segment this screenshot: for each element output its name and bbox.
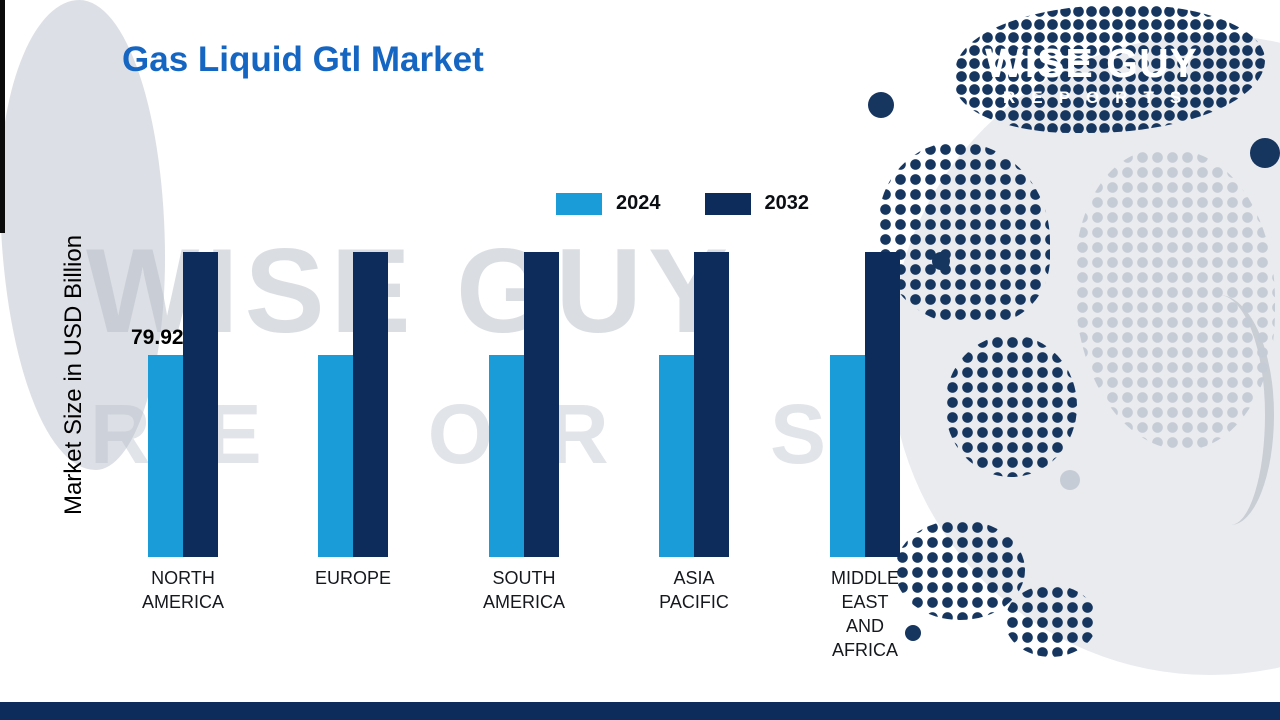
y-axis-label: Market Size in USD Billion bbox=[60, 234, 87, 516]
bar-middle-east-and-africa-2024 bbox=[830, 355, 865, 557]
bar-group-asia-pacific bbox=[659, 251, 729, 557]
bar-group-middle-east-and-africa bbox=[830, 251, 900, 557]
dot bbox=[1060, 470, 1080, 490]
bar-group-europe bbox=[318, 251, 388, 557]
bar-south-america-2032 bbox=[524, 251, 559, 557]
bar-group-south-america bbox=[489, 251, 559, 557]
legend-item-2032: 2032 bbox=[704, 192, 810, 215]
dots-blob bbox=[878, 142, 1050, 324]
dot bbox=[905, 625, 921, 641]
bar-middle-east-and-africa-2032 bbox=[865, 251, 900, 557]
bar-asia-pacific-2032 bbox=[694, 251, 729, 557]
dots-blob bbox=[945, 335, 1077, 477]
bar-asia-pacific-2024 bbox=[659, 355, 694, 557]
category-label-europe: EUROPE bbox=[314, 568, 392, 588]
dots-blob bbox=[1075, 150, 1275, 450]
footer-stripe bbox=[0, 702, 1280, 720]
bar-north-america-2024 bbox=[148, 355, 183, 557]
bar-group-north-america bbox=[148, 251, 218, 557]
dots-blob bbox=[1005, 585, 1097, 657]
legend-label-2024: 2024 bbox=[616, 192, 661, 214]
wiseguy-logo-subtitle: REPORTS bbox=[1003, 88, 1198, 107]
bar-north-america-2032 bbox=[183, 251, 218, 557]
dot bbox=[932, 252, 950, 270]
wiseguy-logo: WISE GUY bbox=[985, 40, 1199, 86]
legend-label-2032: 2032 bbox=[764, 192, 810, 214]
legend-item-2024: 2024 bbox=[556, 192, 661, 215]
bar-europe-2024 bbox=[318, 355, 353, 557]
category-label-middle-east-and-africa: MIDDLE EAST AND AFRICA bbox=[830, 568, 899, 660]
bar-south-america-2024 bbox=[489, 355, 524, 557]
left-edge-stripe bbox=[0, 0, 5, 233]
legend: 2024 2032 bbox=[556, 192, 809, 215]
category-label-asia-pacific: ASIA PACIFIC bbox=[659, 568, 729, 612]
page-title: Gas Liquid Gtl Market bbox=[122, 40, 484, 79]
category-label-north-america: NORTH AMERICA bbox=[141, 568, 224, 612]
dots-blob bbox=[895, 520, 1025, 620]
legend-swatch-2032 bbox=[704, 192, 751, 215]
legend-swatch-2024 bbox=[556, 192, 602, 215]
bar-value-label: 79.92 bbox=[131, 326, 184, 350]
face-profile-line bbox=[1195, 295, 1274, 525]
dot bbox=[1250, 138, 1280, 168]
category-label-south-america: SOUTH AMERICA bbox=[482, 568, 565, 612]
bar-europe-2032 bbox=[353, 251, 388, 557]
dot bbox=[868, 92, 894, 118]
